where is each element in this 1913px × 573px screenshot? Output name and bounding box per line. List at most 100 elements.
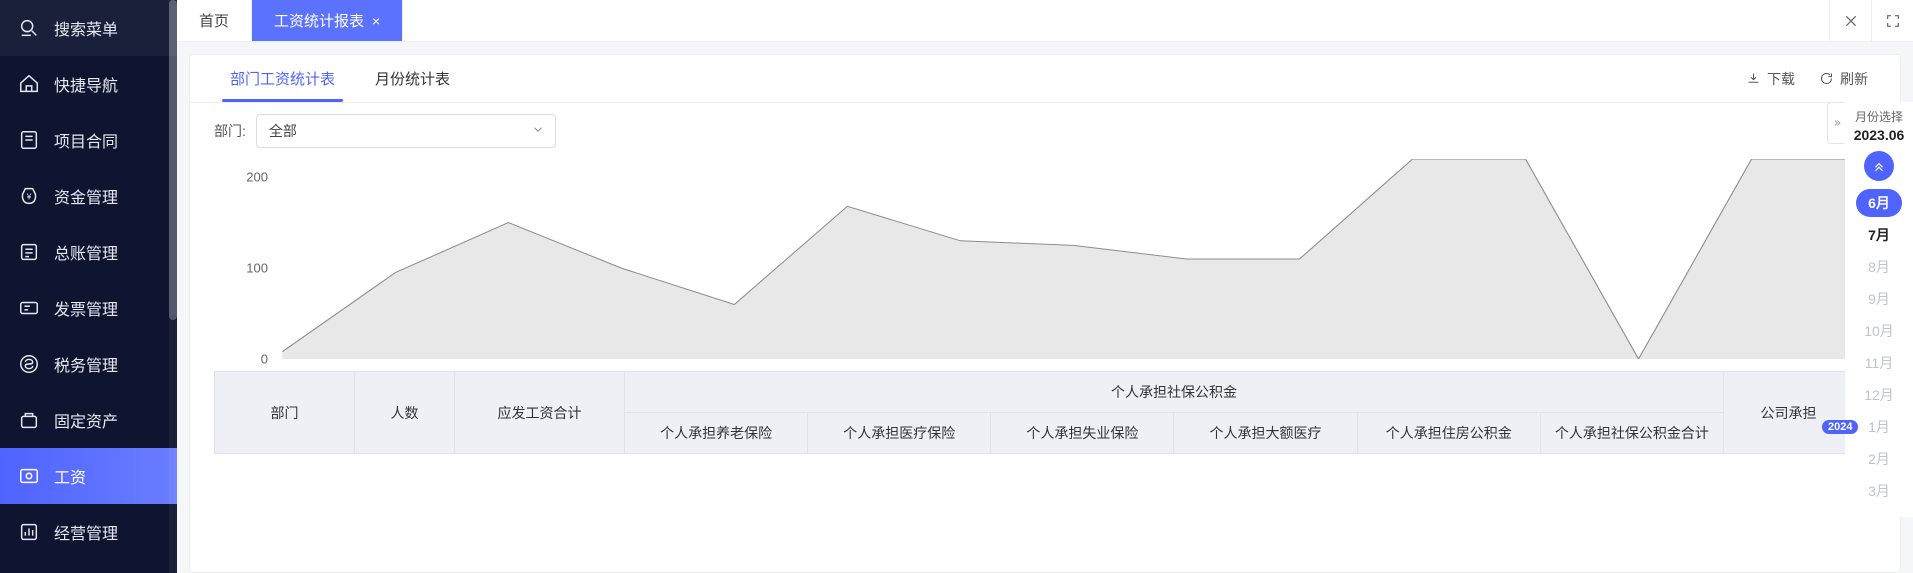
- col-gross: 应发工资合计: [455, 372, 625, 454]
- col-ss-total: 个人承担社保公积金合计: [1540, 413, 1723, 454]
- month-label: 6月: [1868, 193, 1890, 213]
- topbar-fullscreen-button[interactable]: [1871, 0, 1913, 41]
- month-item-1[interactable]: 2024 1月: [1856, 413, 1902, 441]
- subtab-dept-salary[interactable]: 部门工资统计表: [210, 55, 355, 102]
- month-rail-toggle[interactable]: [1827, 102, 1845, 144]
- download-label: 下载: [1767, 69, 1795, 89]
- month-rail-title: 月份选择: [1855, 108, 1903, 125]
- subtabs-row: 部门工资统计表 月份统计表 下载 刷新: [190, 55, 1900, 103]
- sidebar-item-reimburse[interactable]: 小畅报销: [0, 560, 177, 573]
- home-icon: [18, 73, 40, 95]
- month-item-6[interactable]: 6月: [1856, 189, 1902, 217]
- month-jump-top[interactable]: [1864, 151, 1894, 181]
- subtab-month-stats[interactable]: 月份统计表: [355, 55, 470, 102]
- month-label: 2月: [1868, 449, 1890, 469]
- col-major-med: 个人承担大额医疗: [1174, 413, 1357, 454]
- salary-icon: [18, 465, 40, 487]
- month-item-9[interactable]: 9月: [1856, 285, 1902, 313]
- ledger-icon: [18, 241, 40, 263]
- month-item-8[interactable]: 8月: [1856, 253, 1902, 281]
- chevron-up-double-icon: [1872, 159, 1886, 173]
- month-label: 10月: [1864, 321, 1894, 341]
- month-item-10[interactable]: 10月: [1856, 317, 1902, 345]
- col-housing: 个人承担住房公积金: [1357, 413, 1540, 454]
- sidebar-item-project-contract[interactable]: 项目合同: [0, 112, 177, 168]
- month-label: 7月: [1868, 225, 1890, 245]
- table-head: 部门 人数 应发工资合计 个人承担社保公积金 公司承担 个人承担养老保险 个人承…: [215, 372, 1854, 454]
- content: 部门工资统计表 月份统计表 下载 刷新 部门:: [177, 42, 1913, 573]
- month-label: 12月: [1864, 385, 1894, 405]
- sidebar-item-fixed-asset[interactable]: 固定资产: [0, 392, 177, 448]
- dept-select-value: 全部: [269, 121, 297, 141]
- col-personal-ss-group: 个人承担社保公积金: [625, 372, 1724, 413]
- col-dept: 部门: [215, 372, 355, 454]
- salary-area-chart: 200 100 0: [214, 159, 1876, 359]
- sidebar-item-label: 项目合同: [54, 128, 118, 152]
- sidebar-item-search-menu[interactable]: 搜索菜单: [0, 0, 177, 56]
- svg-text:¥: ¥: [26, 193, 32, 202]
- fullscreen-icon: [1885, 13, 1901, 29]
- sidebar: 搜索菜单 快捷导航 项目合同 ¥ 资金管理 总账管理 发票管理 税务管理 固定资: [0, 0, 177, 573]
- refresh-button[interactable]: 刷新: [1807, 55, 1880, 102]
- topbar-close-button[interactable]: [1829, 0, 1871, 41]
- download-button[interactable]: 下载: [1734, 55, 1807, 102]
- chart-svg: [214, 159, 1876, 359]
- sidebar-item-business-mgmt[interactable]: 经营管理: [0, 504, 177, 560]
- sidebar-item-ledger[interactable]: 总账管理: [0, 224, 177, 280]
- sidebar-item-salary[interactable]: 工资: [0, 448, 177, 504]
- sidebar-item-label: 税务管理: [54, 352, 118, 376]
- subtab-label: 部门工资统计表: [230, 68, 335, 89]
- close-icon[interactable]: ×: [372, 13, 380, 29]
- chevron-right-double-icon: [1832, 118, 1842, 128]
- month-item-3[interactable]: 3月: [1856, 477, 1902, 505]
- topbar: 首页 工资统计报表 ×: [177, 0, 1913, 42]
- download-icon: [1746, 71, 1761, 86]
- refresh-label: 刷新: [1840, 69, 1868, 89]
- month-rail-inner: 月份选择 2023.06 6月 7月 8月 9月 10月 11月 12月 202…: [1845, 102, 1913, 517]
- col-company: 公司承担: [1724, 372, 1854, 454]
- sidebar-scroll: 搜索菜单 快捷导航 项目合同 ¥ 资金管理 总账管理 发票管理 税务管理 固定资: [0, 0, 177, 573]
- chevron-down-icon: [531, 123, 545, 140]
- month-label: 1月: [1868, 417, 1890, 437]
- card: 部门工资统计表 月份统计表 下载 刷新 部门:: [189, 54, 1901, 573]
- month-label: 8月: [1868, 257, 1890, 277]
- folder-icon: [18, 129, 40, 151]
- tax-icon: [18, 353, 40, 375]
- ytick-100: 100: [246, 261, 268, 276]
- sidebar-item-tax[interactable]: 税务管理: [0, 336, 177, 392]
- month-item-7[interactable]: 7月: [1856, 221, 1902, 249]
- year-badge: 2024: [1822, 420, 1858, 434]
- invoice-icon: [18, 297, 40, 319]
- subtabs: 部门工资统计表 月份统计表: [210, 55, 470, 102]
- business-icon: [18, 521, 40, 543]
- sidebar-item-label: 经营管理: [54, 520, 118, 544]
- month-label: 9月: [1868, 289, 1890, 309]
- table-header-row-1: 部门 人数 应发工资合计 个人承担社保公积金 公司承担: [215, 372, 1854, 413]
- asset-icon: [18, 409, 40, 431]
- tab-home[interactable]: 首页: [177, 0, 252, 41]
- filter-row: 部门: 全部: [190, 103, 1900, 159]
- sidebar-item-label: 搜索菜单: [54, 16, 118, 40]
- search-list-icon: [18, 17, 40, 39]
- sidebar-item-fund-mgmt[interactable]: ¥ 资金管理: [0, 168, 177, 224]
- col-medical: 个人承担医疗保险: [808, 413, 991, 454]
- tab-salary-report[interactable]: 工资统计报表 ×: [252, 0, 403, 41]
- main: 首页 工资统计报表 × 部门工资统计表 月份统计表: [177, 0, 1913, 573]
- refresh-icon: [1819, 71, 1834, 86]
- sidebar-item-invoice[interactable]: 发票管理: [0, 280, 177, 336]
- dept-select[interactable]: 全部: [256, 114, 556, 148]
- topbar-spacer: [403, 0, 1829, 41]
- sidebar-item-label: 工资: [54, 464, 86, 488]
- subtab-label: 月份统计表: [375, 68, 450, 89]
- col-pension: 个人承担养老保险: [625, 413, 808, 454]
- month-item-2[interactable]: 2月: [1856, 445, 1902, 473]
- chart-area-path: [282, 159, 1864, 359]
- sidebar-item-label: 总账管理: [54, 240, 118, 264]
- ytick-0: 0: [261, 352, 268, 367]
- sidebar-scrollbar[interactable]: [169, 0, 177, 573]
- month-rail-current: 2023.06: [1854, 127, 1905, 143]
- sidebar-scrollbar-thumb[interactable]: [169, 0, 177, 320]
- month-item-11[interactable]: 11月: [1856, 349, 1902, 377]
- month-item-12[interactable]: 12月: [1856, 381, 1902, 409]
- sidebar-item-quick-nav[interactable]: 快捷导航: [0, 56, 177, 112]
